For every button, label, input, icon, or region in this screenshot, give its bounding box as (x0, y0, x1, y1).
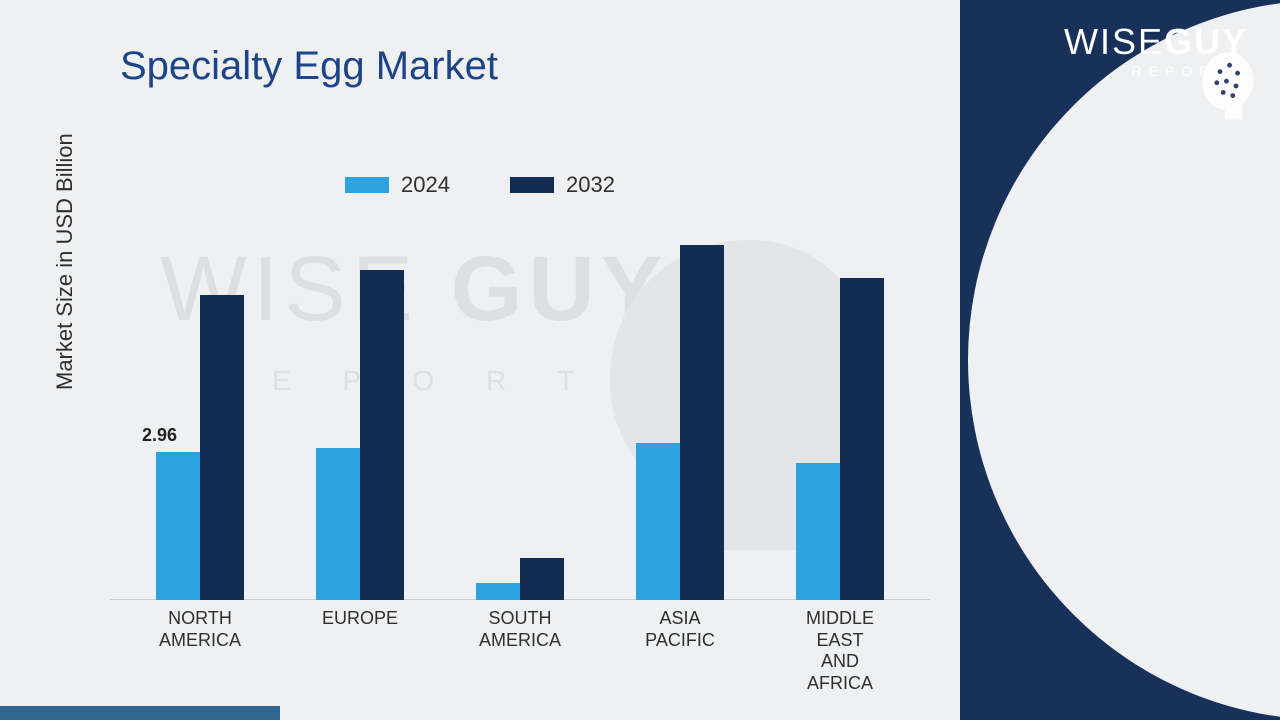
bar-group (620, 245, 740, 600)
chart-plot-area: 2.96 (110, 200, 930, 600)
category-label: SOUTHAMERICA (450, 608, 590, 651)
category-label: MIDDLEEASTANDAFRICA (770, 608, 910, 694)
accent-bar (0, 706, 280, 720)
bar-2032 (840, 278, 884, 601)
infographic-canvas: WISEGUY REPORTS Specialty Egg Market WIS… (0, 0, 1280, 720)
bar-2024 (476, 583, 520, 601)
bar-plot: 2.96 (110, 200, 930, 600)
brain-head-icon (1180, 46, 1260, 126)
bar-2024 (316, 448, 360, 601)
bar-2024 (796, 463, 840, 601)
bar-group (780, 278, 900, 601)
y-axis-label: Market Size in USD Billion (52, 133, 78, 390)
legend-item-2024: 2024 (345, 172, 450, 198)
bar-2024 (636, 443, 680, 601)
bar-group (300, 270, 420, 600)
legend-item-2032: 2032 (510, 172, 615, 198)
bar-2024 (156, 452, 200, 600)
category-label: ASIAPACIFIC (610, 608, 750, 651)
legend-swatch-2024 (345, 177, 389, 193)
bar-2032 (360, 270, 404, 600)
legend-label-2024: 2024 (401, 172, 450, 198)
bar-2032 (520, 558, 564, 601)
bar-group (460, 558, 580, 601)
brand-logo: WISEGUY REPORTS (1064, 24, 1248, 78)
category-label: EUROPE (290, 608, 430, 630)
legend-label-2032: 2032 (566, 172, 615, 198)
bar-2032 (680, 245, 724, 600)
bar-2032 (200, 295, 244, 600)
legend-swatch-2032 (510, 177, 554, 193)
brand-word-wise: WISE (1064, 21, 1164, 62)
bar-group: 2.96 (140, 295, 260, 600)
bar-value-label: 2.96 (142, 425, 177, 446)
legend: 2024 2032 (0, 172, 960, 198)
x-axis-labels: NORTHAMERICA EUROPE SOUTHAMERICA ASIAPACIFI… (110, 608, 930, 708)
chart-title: Specialty Egg Market (120, 44, 498, 89)
category-label: NORTHAMERICA (130, 608, 270, 651)
